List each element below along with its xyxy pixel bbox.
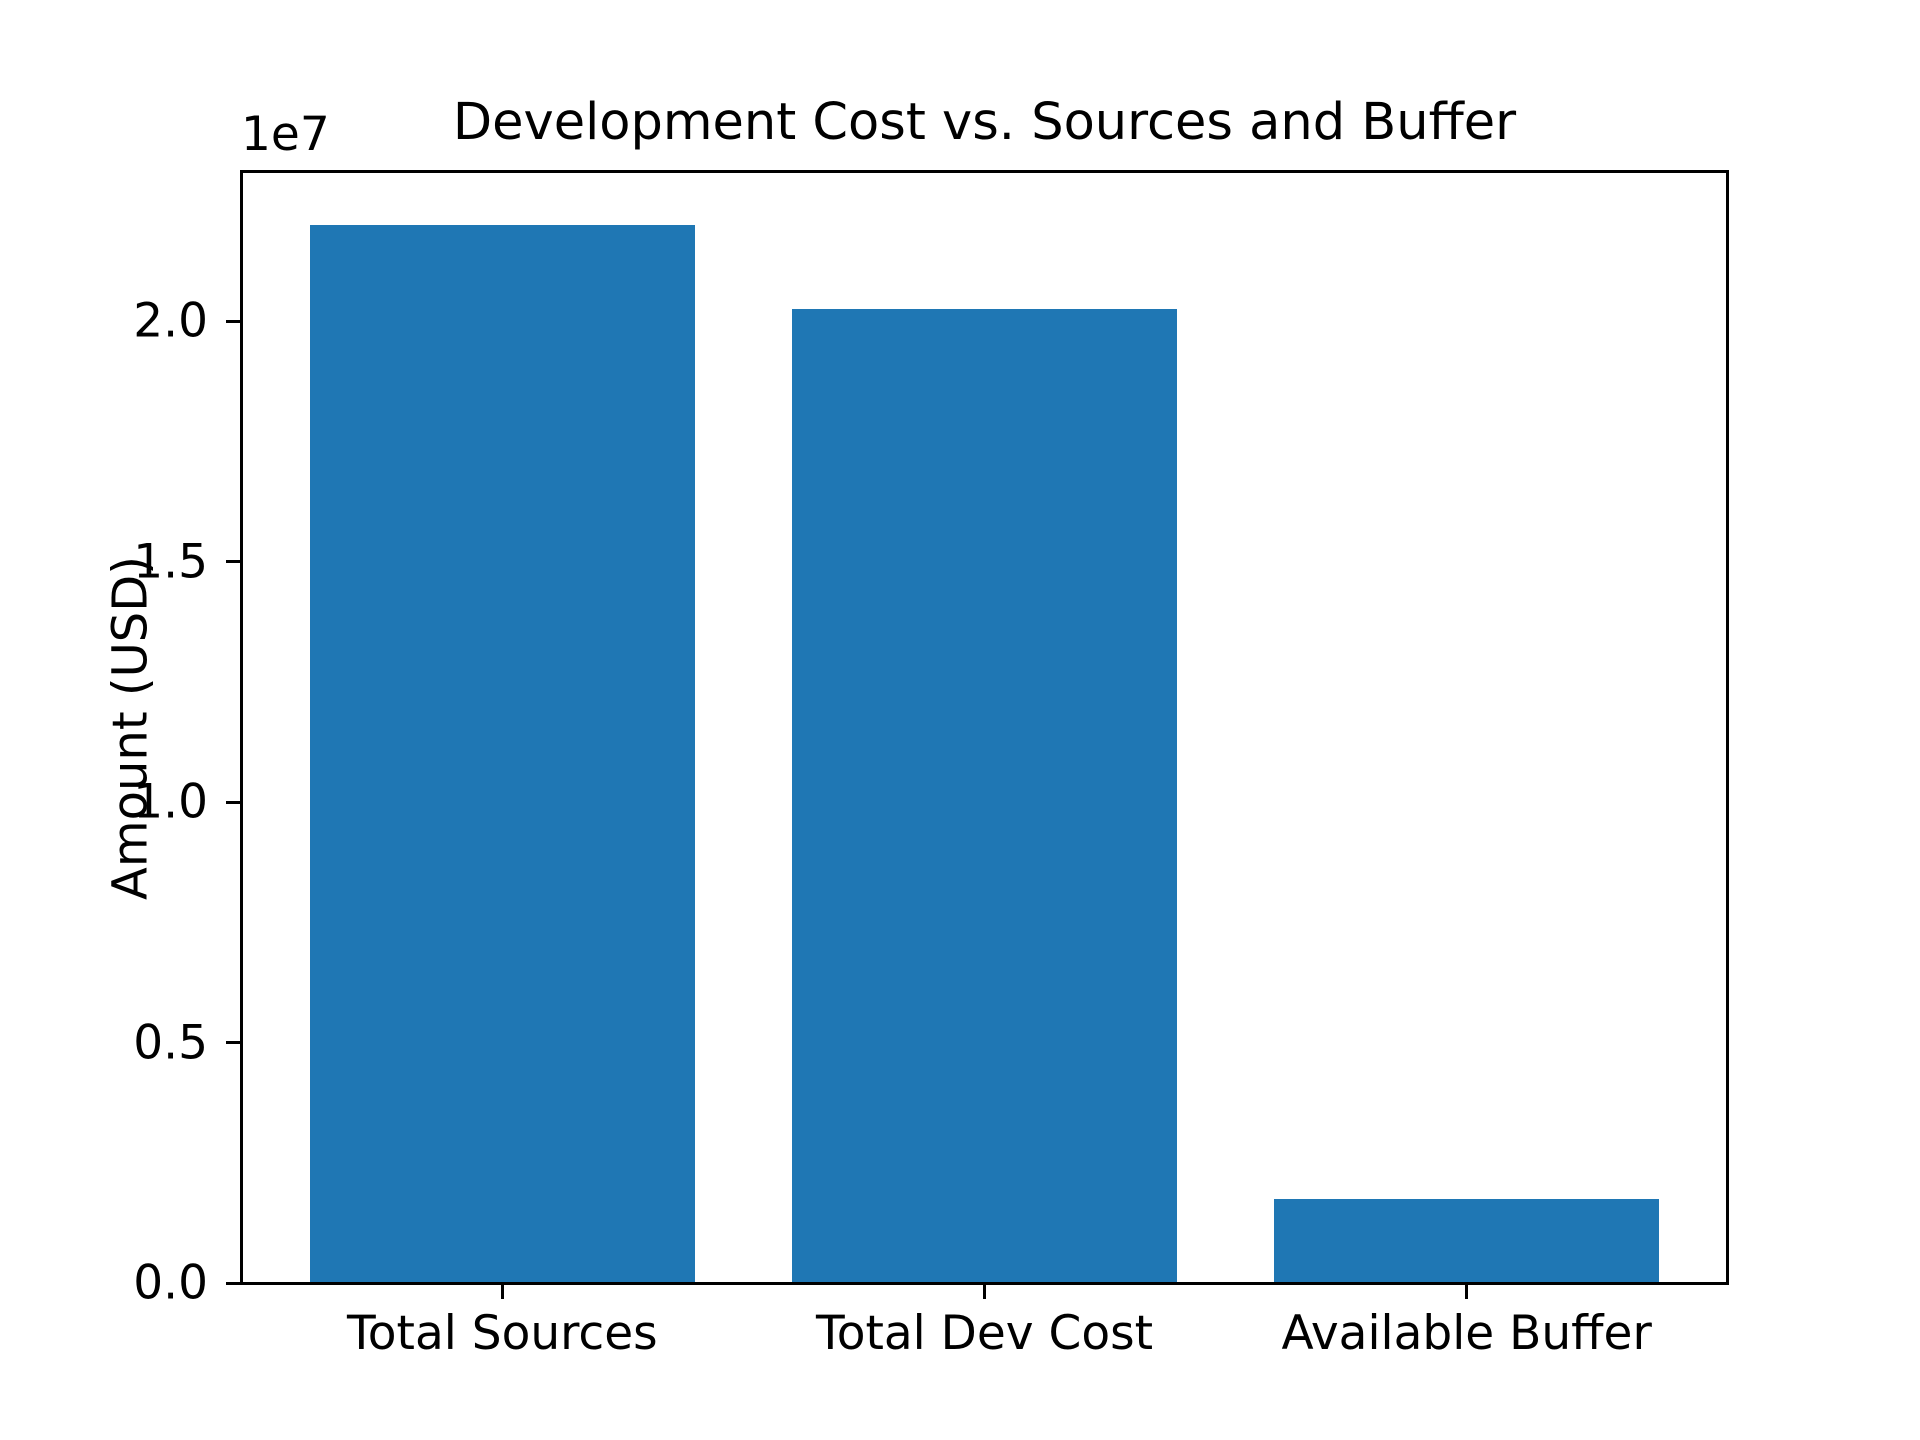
bar-total-sources [309,224,696,1283]
y-axis-label: Amount (USD) [102,556,159,900]
y-tick-label: 2.0 [133,293,208,349]
y-tick-mark [226,560,242,564]
x-tick-label: Total Sources [347,1306,658,1361]
bar-available-buffer [1273,1198,1660,1283]
bar-total-dev-cost [791,309,1178,1283]
x-tick-mark [983,1283,986,1299]
y-tick-label: 1.5 [133,534,208,590]
x-tick-label: Available Buffer [1281,1306,1652,1361]
y-axis-offset-text: 1e7 [241,107,330,162]
y-tick-label: 0.5 [133,1015,208,1071]
y-tick-mark [226,800,242,804]
x-tick-mark [1465,1283,1469,1299]
chart-title: Development Cost vs. Sources and Buffer [452,93,1517,152]
y-tick-mark [226,1281,242,1285]
y-tick-label: 0.0 [133,1255,208,1311]
y-tick-label: 1.0 [133,774,208,830]
y-tick-mark [226,1041,242,1045]
y-tick-mark [226,319,242,323]
x-tick-mark [500,1283,504,1299]
x-tick-label: Total Dev Cost [815,1306,1154,1361]
